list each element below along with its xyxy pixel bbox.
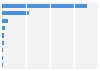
Bar bbox=[2, 63, 3, 67]
Bar bbox=[2, 56, 3, 60]
Bar bbox=[2, 33, 4, 38]
Bar bbox=[2, 4, 87, 8]
Bar bbox=[2, 48, 3, 52]
Bar bbox=[2, 41, 4, 45]
Bar bbox=[2, 19, 8, 23]
Bar bbox=[2, 11, 29, 15]
Bar bbox=[2, 26, 5, 30]
